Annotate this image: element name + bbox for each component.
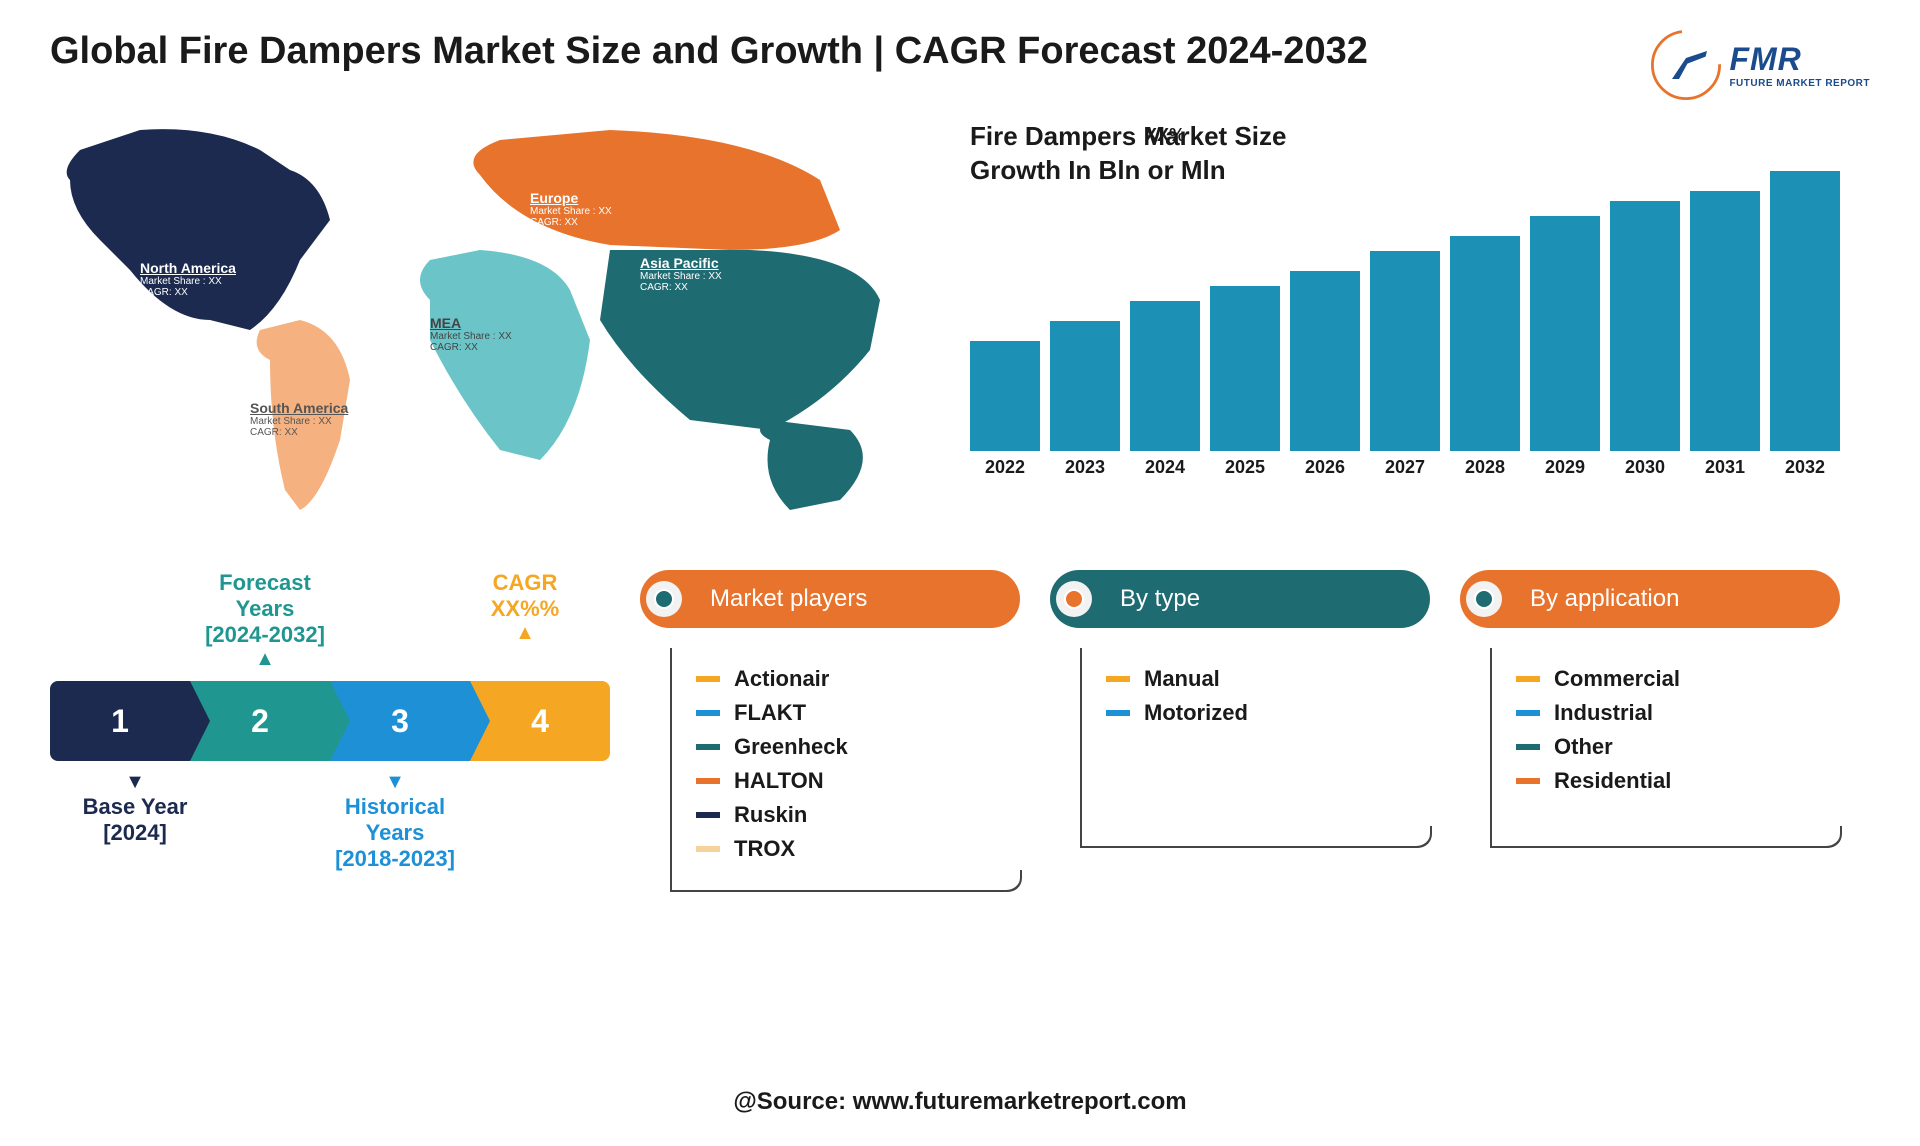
region-label-mea: MEAMarket Share : XXCAGR: XX bbox=[430, 315, 512, 353]
list-item: TROX bbox=[696, 836, 1010, 862]
timeline-label-3: ▼Historical Years[2018-2023] bbox=[330, 769, 460, 872]
bar-2025: 2025 bbox=[1210, 286, 1280, 478]
region-label-eu: EuropeMarket Share : XXCAGR: XX bbox=[530, 190, 612, 228]
category-pill: By application bbox=[1460, 570, 1840, 628]
source-attribution: @Source: www.futuremarketreport.com bbox=[733, 1088, 1186, 1116]
list-item: Greenheck bbox=[696, 734, 1010, 760]
bar-2032: XX%2032 bbox=[1770, 171, 1840, 478]
bottom-row: Forecast Years[2024-2032]▲ CAGRXX%%▲ 1234… bbox=[50, 570, 1870, 892]
list-item: Other bbox=[1516, 734, 1830, 760]
timeline-step-2: 2 bbox=[190, 681, 330, 761]
category-market-players: Market players Actionair FLAKT Greenheck HA… bbox=[640, 570, 1020, 892]
timeline-step-4: 4 bbox=[470, 681, 610, 761]
growth-chart: Fire Dampers Market Size Growth In Bln o… bbox=[970, 120, 1870, 540]
bar-2024: XX%2024 bbox=[1130, 301, 1200, 478]
bar-2023: 2023 bbox=[1050, 321, 1120, 478]
page-title: Global Fire Dampers Market Size and Grow… bbox=[50, 30, 1368, 73]
category-list: Actionair FLAKT Greenheck HALTON Ruskin TROX bbox=[670, 648, 1020, 892]
timeline-label-4: CAGRXX%%▲ bbox=[460, 570, 590, 673]
list-item: Residential bbox=[1516, 768, 1830, 794]
timeline-step-1: 1 bbox=[50, 681, 190, 761]
timeline-label-2: Forecast Years[2024-2032]▲ bbox=[200, 570, 330, 673]
list-item: Motorized bbox=[1106, 700, 1420, 726]
main-row: North AmericaMarket Share : XXCAGR: XX So… bbox=[50, 120, 1870, 540]
category-pill: Market players bbox=[640, 570, 1020, 628]
telescope-icon bbox=[1651, 30, 1721, 100]
region-label-sa: South AmericaMarket Share : XXCAGR: XX bbox=[250, 400, 348, 438]
list-item: HALTON bbox=[696, 768, 1010, 794]
category-list: Manual Motorized bbox=[1080, 648, 1430, 848]
list-item: Industrial bbox=[1516, 700, 1830, 726]
region-label-ap: Asia PacificMarket Share : XXCAGR: XX bbox=[640, 255, 722, 293]
list-item: Ruskin bbox=[696, 802, 1010, 828]
bar-2030: 2030 bbox=[1610, 201, 1680, 478]
chart-title: Fire Dampers Market Size Growth In Bln o… bbox=[970, 120, 1290, 188]
timeline: Forecast Years[2024-2032]▲ CAGRXX%%▲ 1234… bbox=[50, 570, 610, 872]
header: Global Fire Dampers Market Size and Grow… bbox=[50, 30, 1870, 100]
bar-2029: 2029 bbox=[1530, 216, 1600, 478]
list-item: Manual bbox=[1106, 666, 1420, 692]
fmr-logo: FMR FUTURE MARKET REPORT bbox=[1651, 30, 1870, 100]
bar-2028: 2028 bbox=[1450, 236, 1520, 478]
bar-2022: 2022 bbox=[970, 341, 1040, 478]
logo-text: FMR bbox=[1729, 41, 1870, 78]
region-label-na: North AmericaMarket Share : XXCAGR: XX bbox=[140, 260, 236, 298]
bar-2027: 2027 bbox=[1370, 251, 1440, 478]
list-item: Commercial bbox=[1516, 666, 1830, 692]
timeline-label-1: ▼Base Year[2024] bbox=[70, 769, 200, 872]
world-map: North AmericaMarket Share : XXCAGR: XX So… bbox=[50, 120, 950, 540]
list-item: FLAKT bbox=[696, 700, 1010, 726]
category-by-type: By type Manual Motorized bbox=[1050, 570, 1430, 892]
bars-row: 20222023XX%20242025202620272028202920302… bbox=[970, 198, 1870, 478]
timeline-step-3: 3 bbox=[330, 681, 470, 761]
logo-subtitle: FUTURE MARKET REPORT bbox=[1729, 78, 1870, 89]
category-by-application: By application Commercial Industrial Other… bbox=[1460, 570, 1840, 892]
bar-2031: 2031 bbox=[1690, 191, 1760, 478]
bar-2026: 2026 bbox=[1290, 271, 1360, 478]
category-list: Commercial Industrial Other Residential bbox=[1490, 648, 1840, 848]
list-item: Actionair bbox=[696, 666, 1010, 692]
category-pill: By type bbox=[1050, 570, 1430, 628]
